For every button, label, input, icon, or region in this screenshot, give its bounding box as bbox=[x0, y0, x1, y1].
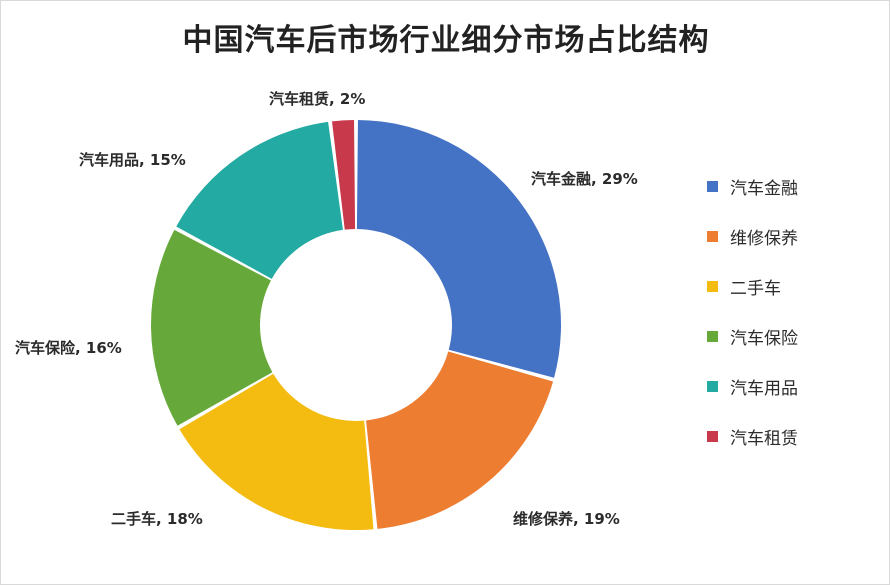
legend-item-label: 汽车金融 bbox=[730, 178, 798, 199]
legend-swatch-icon bbox=[707, 180, 718, 192]
legend-item-6[interactable]: 汽车租赁 bbox=[707, 411, 867, 461]
legend-item-2[interactable]: 维修保养 bbox=[707, 211, 867, 261]
donut-slice-5[interactable] bbox=[176, 121, 343, 279]
donut-slice-3[interactable] bbox=[179, 373, 374, 530]
legend-item-label: 汽车租赁 bbox=[730, 428, 798, 449]
donut-slice-1[interactable] bbox=[356, 120, 561, 378]
legend-swatch-icon bbox=[707, 430, 718, 442]
donut-slice-4[interactable] bbox=[151, 229, 273, 426]
donut-slice-2[interactable] bbox=[366, 351, 554, 529]
data-label-1: 汽车金融, 29% bbox=[531, 170, 638, 188]
legend-item-5[interactable]: 汽车用品 bbox=[707, 361, 867, 411]
legend-item-label: 维修保养 bbox=[730, 228, 798, 249]
legend-item-3[interactable]: 二手车 bbox=[707, 261, 867, 311]
data-label-4: 汽车保险, 16% bbox=[15, 339, 122, 357]
legend-item-label: 汽车保险 bbox=[730, 328, 798, 349]
legend-swatch-icon bbox=[707, 330, 718, 342]
legend-swatch-icon bbox=[707, 280, 718, 292]
legend-item-1[interactable]: 汽车金融 bbox=[707, 161, 867, 211]
legend-item-label: 二手车 bbox=[730, 278, 781, 299]
chart-legend: 汽车金融维修保养二手车汽车保险汽车用品汽车租赁 bbox=[707, 161, 867, 461]
data-label-2: 维修保养, 19% bbox=[513, 510, 620, 528]
donut-slice-6[interactable] bbox=[332, 120, 356, 230]
legend-item-4[interactable]: 汽车保险 bbox=[707, 311, 867, 361]
chart-title: 中国汽车后市场行业细分市场占比结构 bbox=[182, 23, 710, 58]
data-label-5: 汽车用品, 15% bbox=[79, 151, 186, 169]
data-label-3: 二手车, 18% bbox=[111, 510, 203, 528]
data-label-6: 汽车租赁, 2% bbox=[269, 90, 366, 108]
legend-swatch-icon bbox=[707, 230, 718, 242]
legend-swatch-icon bbox=[707, 380, 718, 392]
legend-item-label: 汽车用品 bbox=[730, 378, 798, 399]
